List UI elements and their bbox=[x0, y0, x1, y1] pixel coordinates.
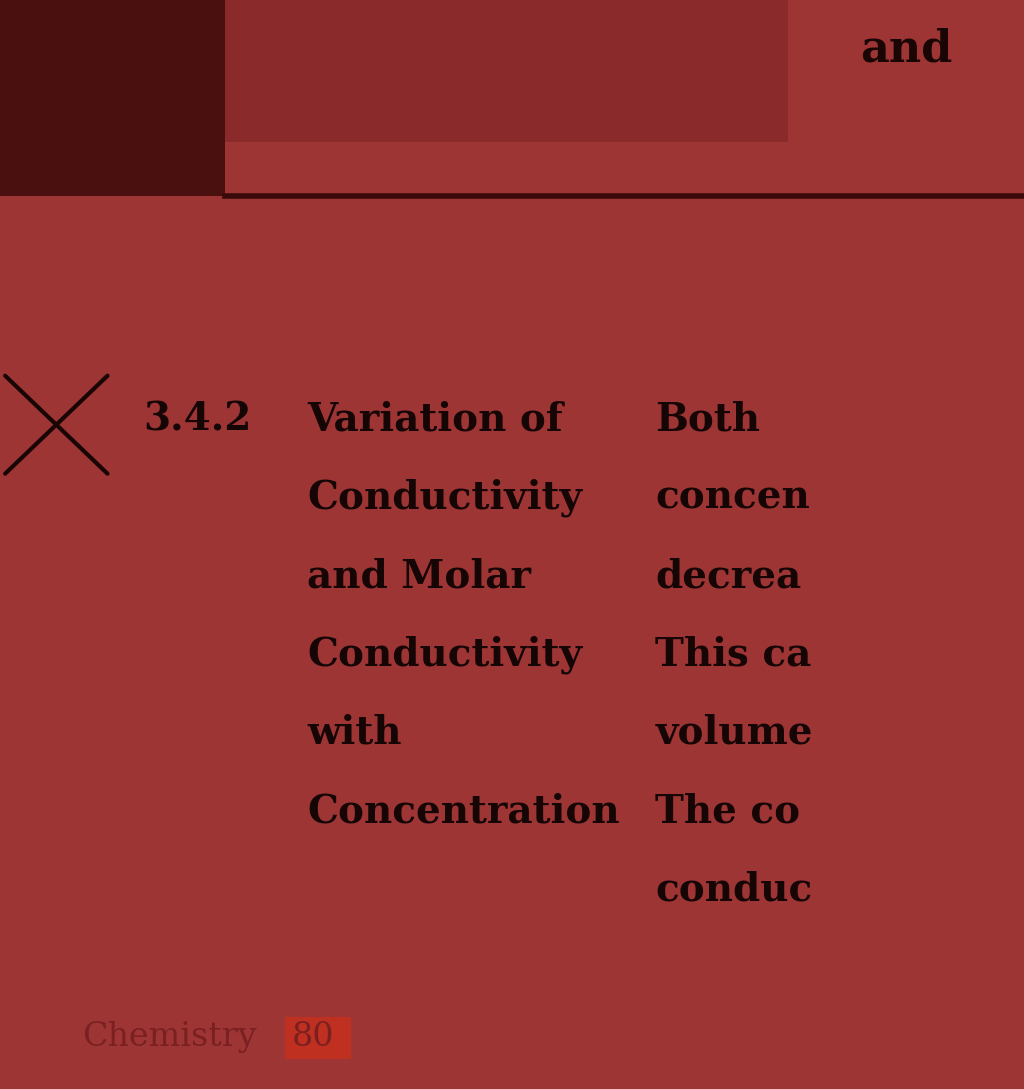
Bar bbox=[285, 1017, 351, 1059]
Text: Conductivity: Conductivity bbox=[307, 478, 583, 517]
Text: 3.4.2: 3.4.2 bbox=[143, 401, 252, 438]
Bar bbox=[225, 0, 788, 142]
Text: This ca: This ca bbox=[655, 636, 812, 673]
Text: decrea: decrea bbox=[655, 558, 802, 595]
Text: and: and bbox=[860, 27, 952, 70]
Text: Variation of: Variation of bbox=[307, 401, 563, 438]
Text: Chemistry: Chemistry bbox=[82, 1020, 257, 1053]
Text: concen: concen bbox=[655, 479, 810, 516]
Text: Concentration: Concentration bbox=[307, 793, 620, 830]
Text: Conductivity: Conductivity bbox=[307, 635, 583, 674]
Bar bbox=[0, 0, 225, 196]
Text: 80: 80 bbox=[292, 1020, 335, 1053]
Text: with: with bbox=[307, 714, 401, 751]
Text: The co: The co bbox=[655, 793, 801, 830]
Text: Both: Both bbox=[655, 401, 761, 438]
Text: volume: volume bbox=[655, 714, 813, 751]
Text: and Molar: and Molar bbox=[307, 558, 531, 595]
Text: conduc: conduc bbox=[655, 871, 813, 908]
